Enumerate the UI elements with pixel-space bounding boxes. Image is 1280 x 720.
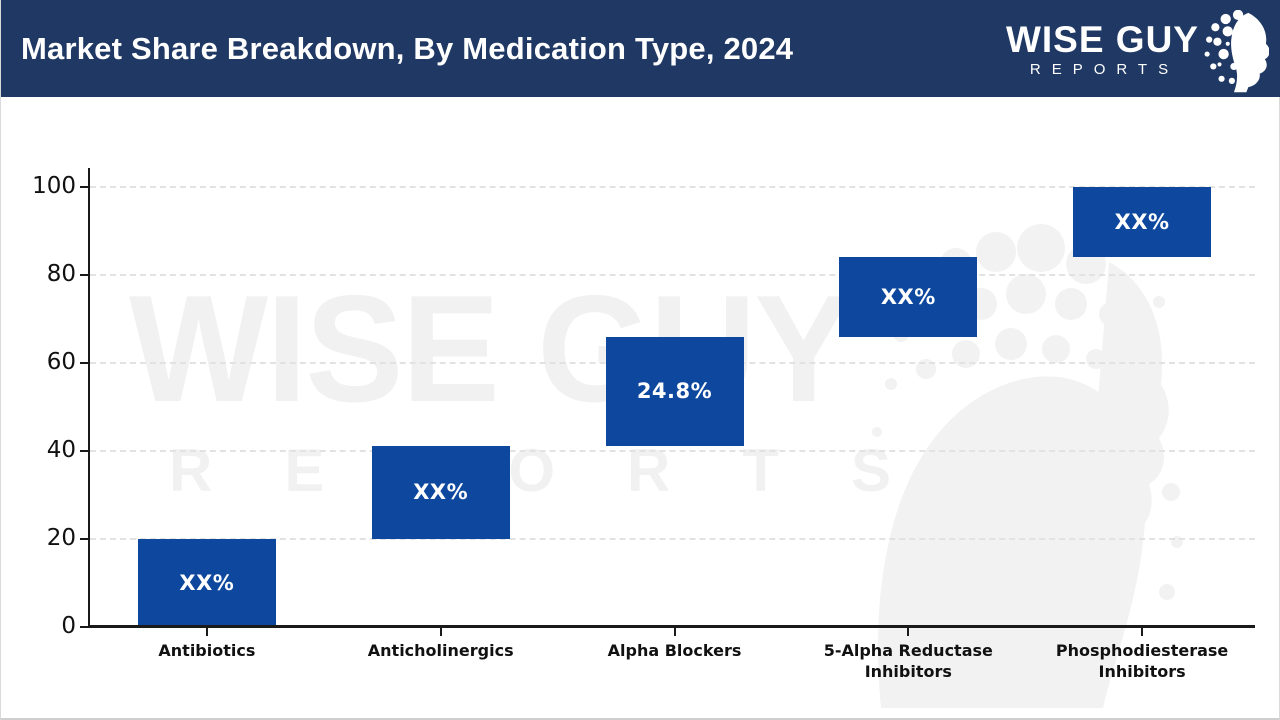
watermark-head-icon [872, 224, 1183, 708]
bar-value-label: XX% [179, 571, 235, 595]
y-tick-mark [80, 362, 88, 364]
x-tick-label: Antibiotics [158, 641, 256, 660]
bar-value-label: XX% [413, 480, 469, 505]
bar-value-label: 24.8% [636, 379, 713, 404]
bar-value-label: XX% [1114, 210, 1170, 235]
grid-line [90, 538, 1255, 540]
y-axis-spine [88, 168, 90, 628]
bar: XX% [137, 539, 276, 627]
y-tick-label: 40 [46, 437, 76, 463]
x-tick-label: Phosphodiesterase Inhibitors [1055, 641, 1229, 681]
y-tick-mark [80, 538, 88, 540]
x-axis-spine [88, 625, 1255, 628]
x-tick-mark [1141, 628, 1144, 636]
y-tick-mark [80, 274, 88, 276]
y-tick-mark [80, 626, 88, 628]
x-tick-mark [673, 628, 676, 636]
y-tick-label: 0 [61, 613, 76, 639]
y-tick-label: 60 [46, 349, 76, 375]
y-tick-label: 80 [46, 261, 76, 287]
plot-area: XX% XX% 24.8% XX% XX% 0 20 40 60 80 100 Antibiotic… [1, 97, 1280, 720]
bar: 24.8% [605, 336, 744, 446]
x-tick-label: Alpha Blockers [607, 641, 742, 660]
y-tick-label: 100 [32, 173, 76, 199]
y-tick-mark [80, 186, 88, 188]
bar: XX% [1073, 187, 1212, 258]
header-bar: Market Share Breakdown, By Medication Ty… [1, 0, 1280, 97]
x-tick-label: 5-Alpha Reductase Inhibitors [823, 641, 993, 681]
brand-logo: WISE GUY REPORTS [1005, 6, 1269, 93]
grid-line [90, 450, 1255, 452]
grid-line [90, 186, 1255, 188]
y-tick-label: 20 [46, 525, 76, 551]
brand-logo-text: WISE GUY REPORTS [1005, 19, 1199, 79]
x-tick-mark [907, 628, 910, 636]
watermark-subword: REPORTS [169, 437, 964, 504]
chart-title: Market Share Breakdown, By Medication Ty… [21, 30, 794, 66]
y-tick-mark [80, 450, 88, 452]
grid-line [90, 274, 1255, 276]
brand-subname: REPORTS [1029, 61, 1180, 78]
brand-name: WISE GUY [1005, 19, 1199, 60]
bar: XX% [371, 445, 510, 539]
bar-value-label: XX% [880, 284, 936, 309]
x-tick-label: Anticholinergics [367, 641, 514, 660]
x-tick-mark [439, 628, 442, 636]
bar: XX% [839, 257, 978, 337]
x-tick-mark [205, 628, 208, 636]
dotted-face-icon [1204, 10, 1269, 93]
